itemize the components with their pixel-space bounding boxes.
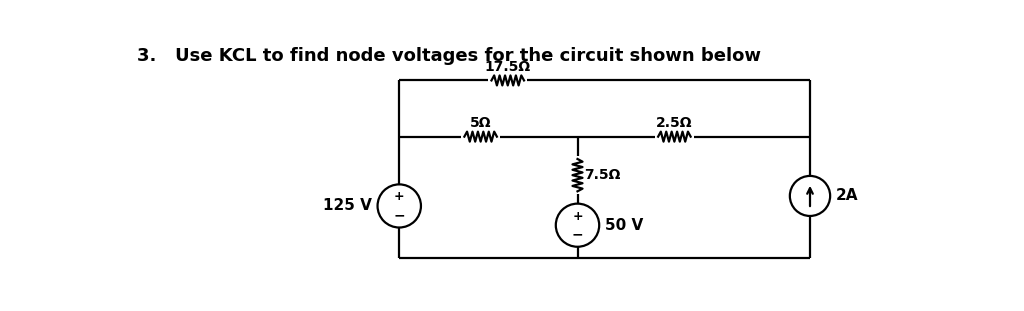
Text: 5Ω: 5Ω [470,116,492,130]
Text: 7.5Ω: 7.5Ω [585,168,621,182]
Text: 50 V: 50 V [604,218,643,233]
Text: −: − [393,208,406,222]
Text: +: + [572,210,583,223]
Text: 2A: 2A [836,188,858,203]
Text: −: − [571,227,584,241]
Text: 2.5Ω: 2.5Ω [656,116,692,130]
Text: 125 V: 125 V [324,198,372,213]
Text: 17.5Ω: 17.5Ω [484,59,530,73]
Text: 3.   Use KCL to find node voltages for the circuit shown below: 3. Use KCL to find node voltages for the… [137,47,761,65]
Text: +: + [394,190,404,203]
